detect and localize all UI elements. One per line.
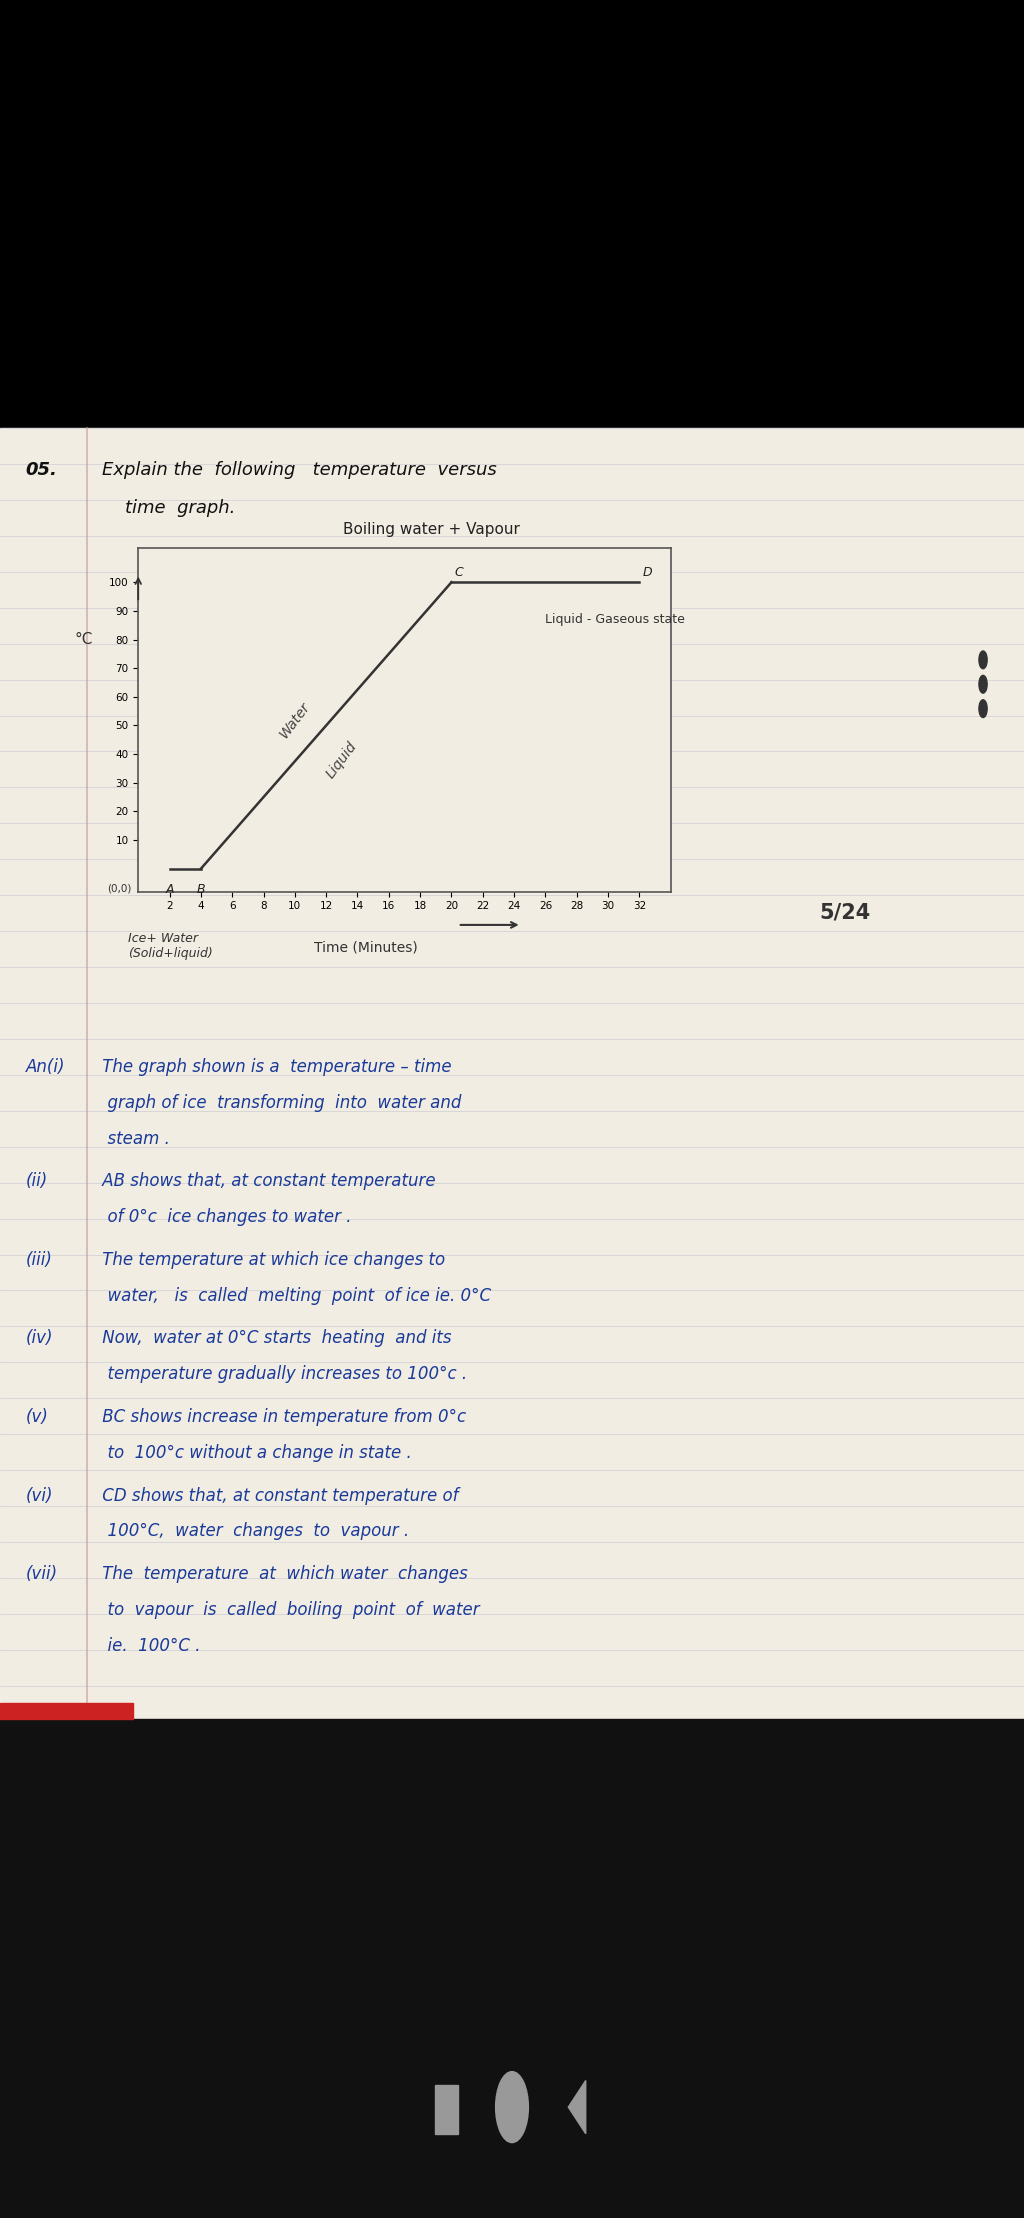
Bar [0,1703,133,1719]
Polygon shape [568,2080,586,2134]
Text: graph of ice  transforming  into  water and: graph of ice transforming into water and [97,1093,462,1111]
Text: time  graph.: time graph. [102,499,236,517]
Circle shape [979,652,987,670]
Text: CD shows that, at constant temperature of: CD shows that, at constant temperature o… [97,1486,459,1504]
Text: (v): (v) [26,1408,48,1426]
Text: (0,0): (0,0) [108,883,132,894]
Text: Liquid - Gaseous state: Liquid - Gaseous state [546,612,685,625]
Text: A: A [165,883,174,896]
Text: Time (Minutes): Time (Minutes) [314,940,418,954]
Text: The graph shown is a  temperature – time: The graph shown is a temperature – time [97,1058,452,1076]
Bar [0,1719,1024,2218]
Text: The temperature at which ice changes to: The temperature at which ice changes to [97,1251,445,1269]
Text: (iv): (iv) [26,1329,53,1349]
Text: water,   is  called  melting  point  of ice ie. 0°C: water, is called melting point of ice ie… [97,1286,492,1304]
Text: An(i): An(i) [26,1058,66,1076]
Circle shape [979,701,987,719]
Text: (vi): (vi) [26,1486,53,1504]
Text: Liquid: Liquid [324,739,360,781]
Text: to  100°c without a change in state .: to 100°c without a change in state . [97,1444,412,1462]
Text: D: D [642,566,652,579]
Text: 5/24: 5/24 [819,903,870,923]
Text: 100°C,  water  changes  to  vapour .: 100°C, water changes to vapour . [97,1522,410,1542]
Circle shape [496,2072,528,2143]
Text: Water: Water [276,699,313,741]
Text: 05.: 05. [26,461,57,479]
Bar [435,2085,458,2134]
Text: °C: °C [74,632,92,648]
Text: (iii): (iii) [26,1251,52,1269]
Text: Explain the  following   temperature  versus: Explain the following temperature versus [102,461,497,479]
Text: temperature gradually increases to 100°c .: temperature gradually increases to 100°c… [97,1366,467,1384]
Text: Boiling water + Vapour: Boiling water + Vapour [343,521,519,537]
Circle shape [979,674,987,692]
Text: of 0°c  ice changes to water .: of 0°c ice changes to water . [97,1209,352,1227]
Text: (ii): (ii) [26,1173,48,1191]
Bar [0,428,1024,2218]
Text: BC shows increase in temperature from 0°c: BC shows increase in temperature from 0°… [97,1408,466,1426]
Text: B: B [197,883,205,896]
Text: Ice+ Water
(Solid+liquid): Ice+ Water (Solid+liquid) [128,932,213,960]
Text: ie.  100°C .: ie. 100°C . [97,1637,201,1655]
Text: steam .: steam . [97,1129,170,1149]
Text: C: C [455,566,463,579]
Text: AB shows that, at constant temperature: AB shows that, at constant temperature [97,1173,436,1191]
Text: (vii): (vii) [26,1566,57,1584]
Text: Now,  water at 0°C starts  heating  and its: Now, water at 0°C starts heating and its [97,1329,452,1349]
Text: The  temperature  at  which water  changes: The temperature at which water changes [97,1566,468,1584]
Bar [0,0,1024,428]
Text: to  vapour  is  called  boiling  point  of  water: to vapour is called boiling point of wat… [97,1601,480,1619]
